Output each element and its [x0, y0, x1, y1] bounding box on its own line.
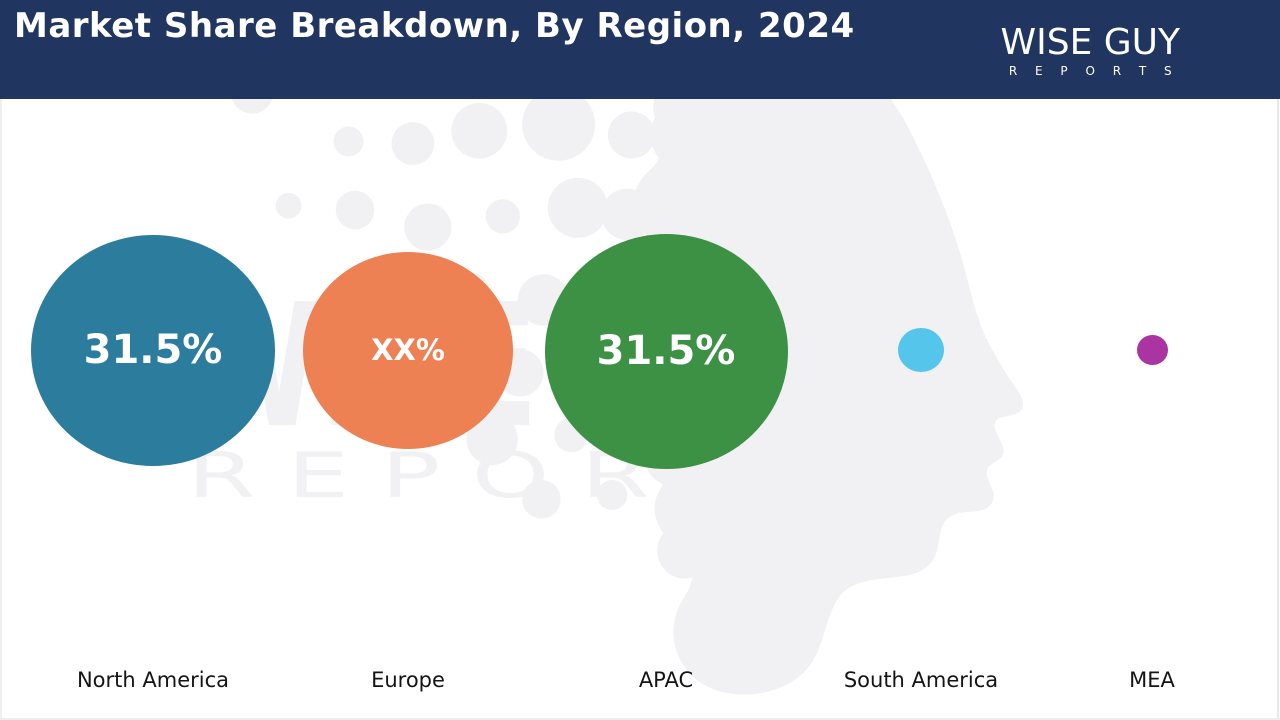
- logo-head-icon: [1174, 7, 1276, 95]
- bubble-value-europe: XX%: [371, 333, 445, 367]
- bubble-value-north-america: 31.5%: [83, 327, 223, 373]
- category-label-south-america: South America: [843, 668, 999, 692]
- logo-brand-name: WISE GUY: [1000, 22, 1181, 64]
- bubble-apac: 31.5%: [544, 233, 788, 469]
- category-label-north-america: North America: [76, 668, 230, 692]
- bubble-mea: [1136, 335, 1168, 365]
- canvas-edge-left: [0, 99, 2, 720]
- category-label-mea: MEA: [1129, 668, 1175, 692]
- logo-text: WISE GUY R E P O R T S: [1001, 24, 1181, 78]
- header-bar: Market Share Breakdown, By Region, 2024 …: [0, 0, 1280, 99]
- bubble-north-america: 31.5%: [31, 234, 275, 466]
- canvas-edge-right: [1277, 99, 1279, 720]
- page-title: Market Share Breakdown, By Region, 2024: [14, 6, 855, 46]
- bubble-europe: XX%: [303, 251, 513, 449]
- canvas-edge-bottom: [0, 718, 1280, 720]
- logo-sub-name: R E P O R T S: [1008, 63, 1179, 78]
- wise-guy-logo: WISE GUY R E P O R T S: [1001, 6, 1277, 96]
- bubble-value-apac: 31.5%: [596, 328, 736, 374]
- category-label-apac: APAC: [638, 668, 694, 692]
- bubble-south-america: [898, 328, 944, 372]
- category-label-europe: Europe: [371, 668, 445, 692]
